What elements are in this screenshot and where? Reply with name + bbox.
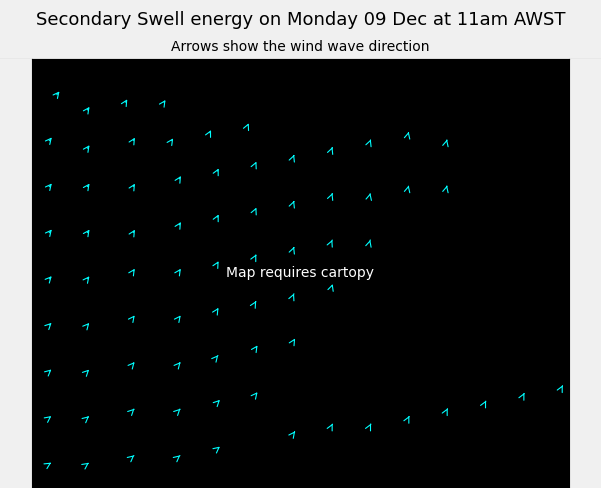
Text: Map requires cartopy: Map requires cartopy [227,266,374,280]
Text: Arrows show the wind wave direction: Arrows show the wind wave direction [171,40,430,54]
Text: Secondary Swell energy on Monday 09 Dec at 11am AWST: Secondary Swell energy on Monday 09 Dec … [35,12,566,29]
